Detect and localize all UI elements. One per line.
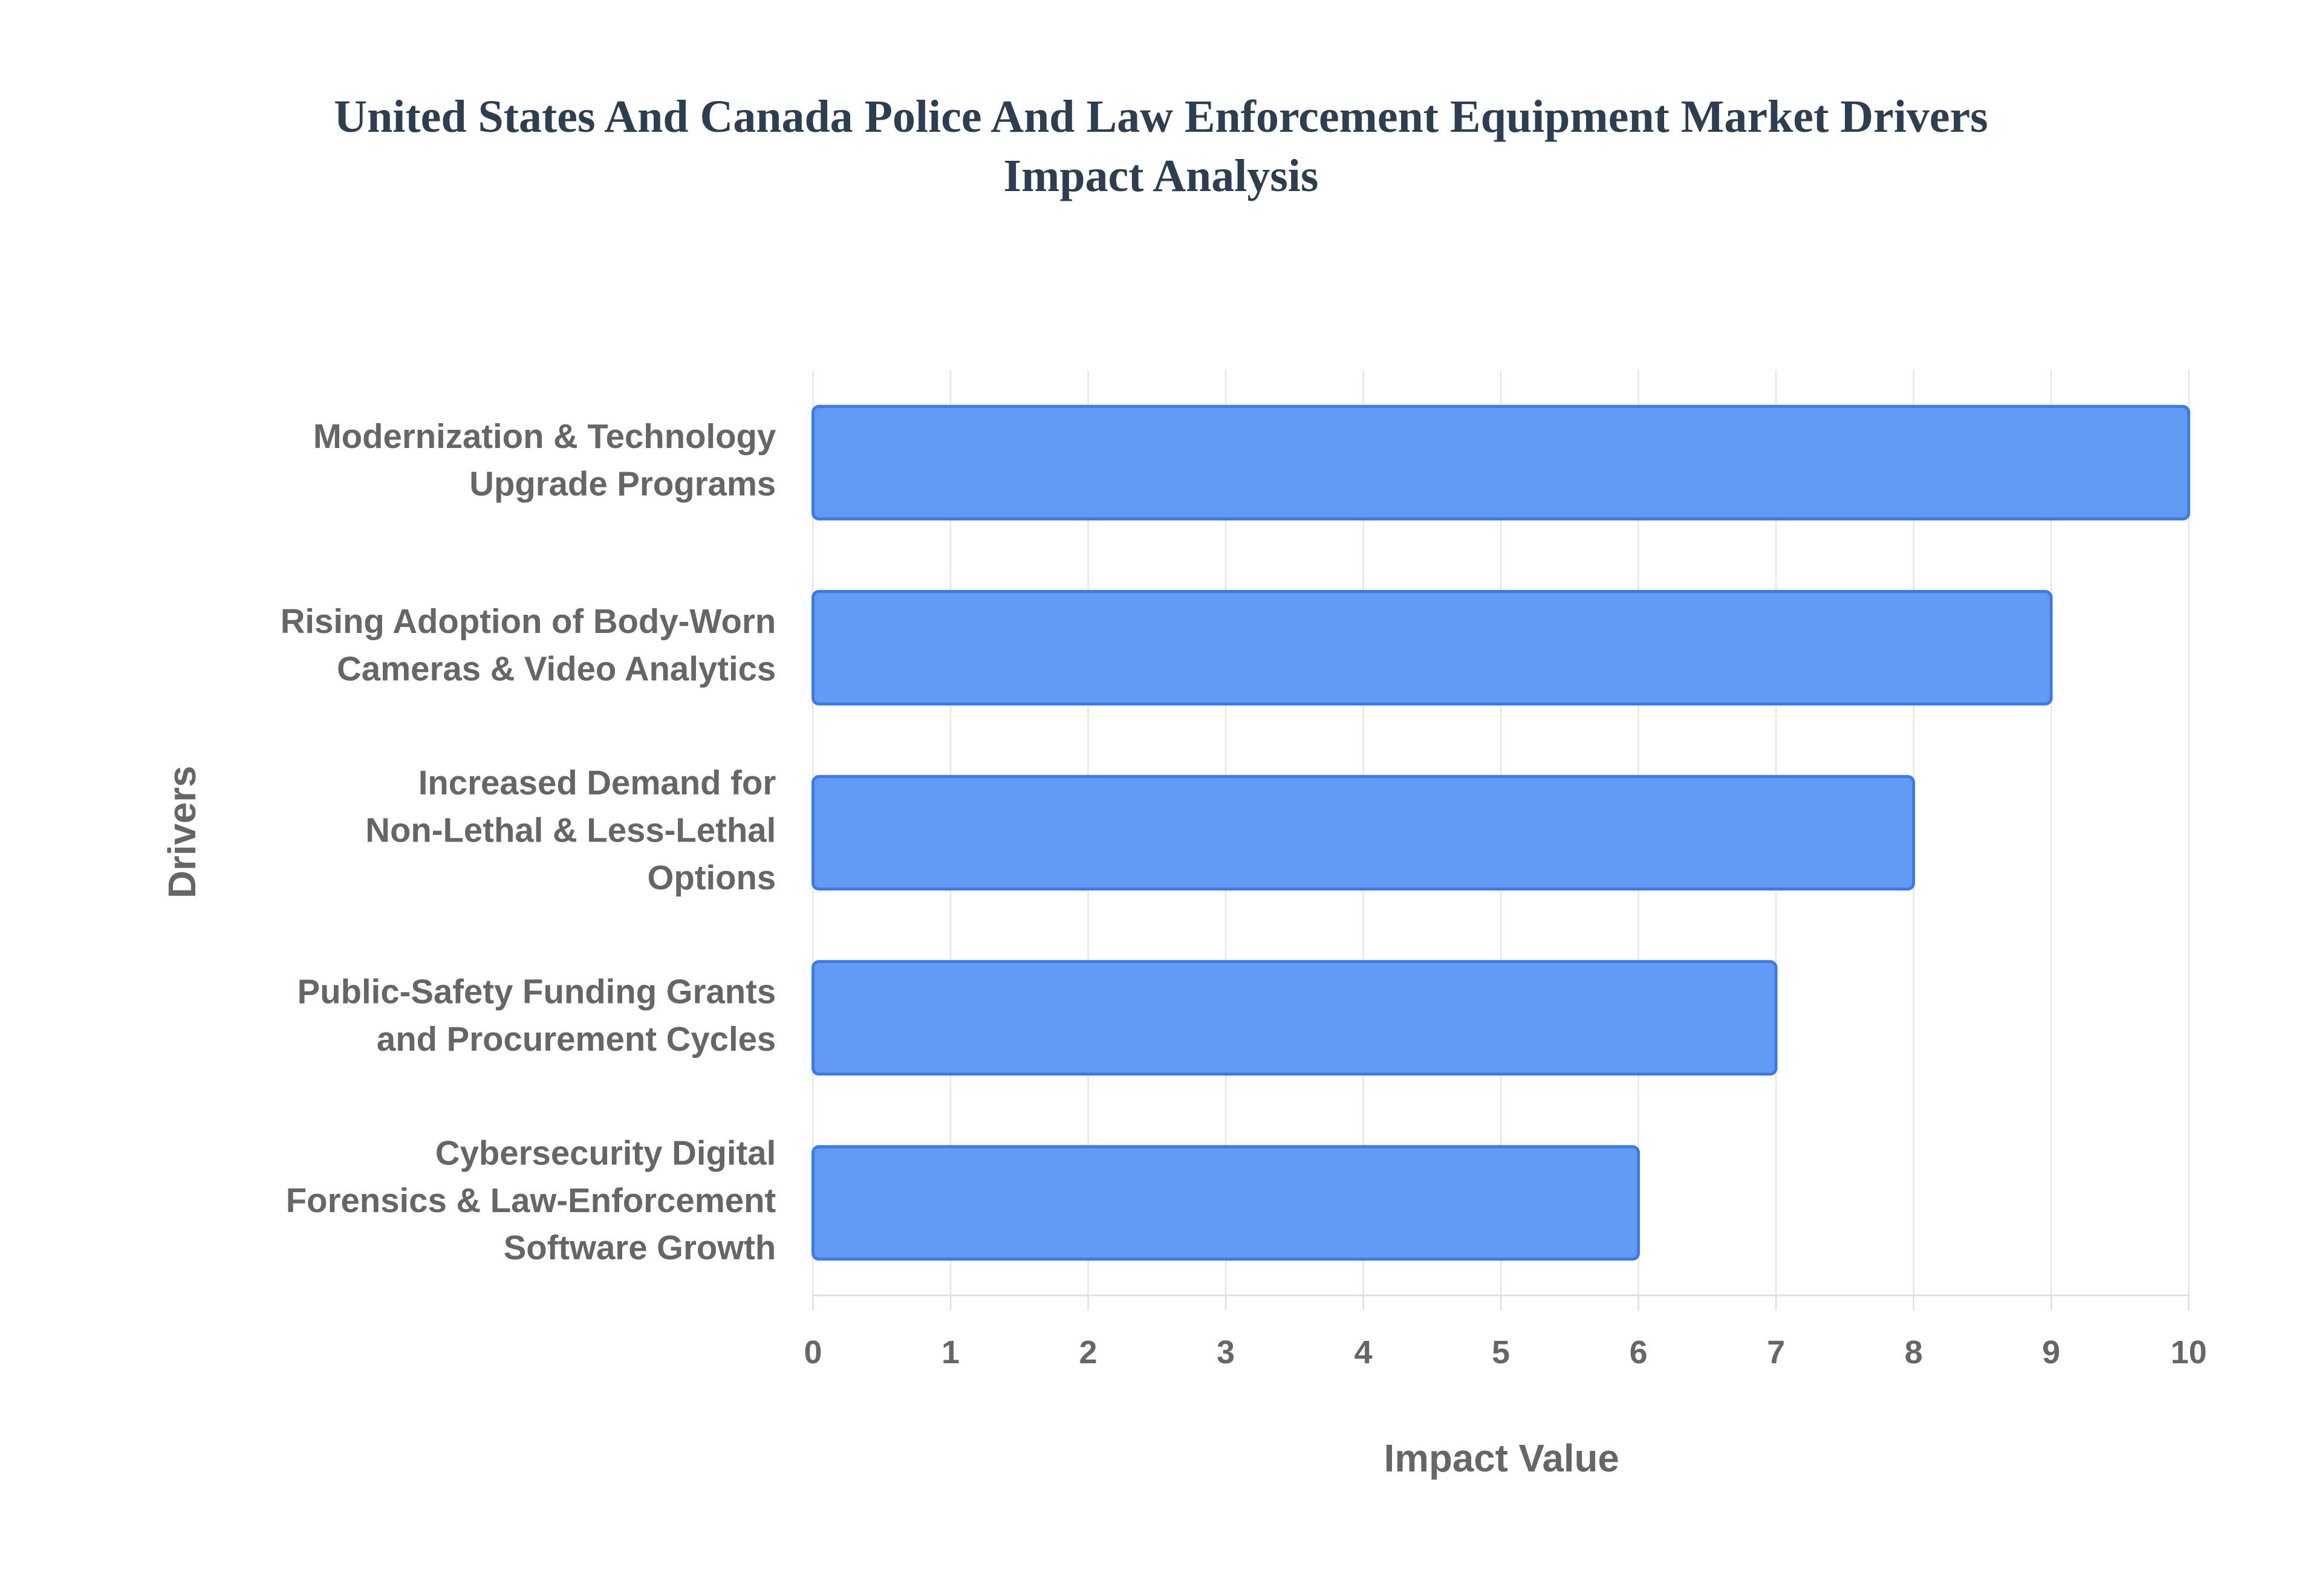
bar — [811, 1145, 1641, 1261]
y-tick-label: Public-Safety Funding Grants and Procurem… — [298, 972, 776, 1057]
y-tick-label: Increased Demand for Non-Lethal & Less-Le… — [365, 764, 776, 897]
x-tick-label: 6 — [1630, 1334, 1648, 1371]
x-tick-label: 0 — [804, 1334, 822, 1371]
x-axis-title: Impact Value — [1384, 1437, 1619, 1480]
x-tick-label: 5 — [1492, 1334, 1510, 1371]
x-tick-label: 7 — [1767, 1334, 1785, 1371]
y-tick-label: Cybersecurity Digital Forensics & Law-Enf… — [286, 1134, 776, 1267]
chart-title: United States And Canada Police And Law … — [334, 91, 1988, 201]
x-tick-label: 2 — [1079, 1334, 1098, 1371]
y-tick-label: Modernization & Technology Upgrade Progra… — [313, 417, 776, 502]
bar — [811, 404, 2191, 521]
bar — [811, 589, 2053, 706]
x-tick-label: 4 — [1354, 1334, 1373, 1371]
x-tick-label: 8 — [1905, 1334, 1923, 1371]
x-tick-label: 3 — [1217, 1334, 1235, 1371]
x-tick-label: 9 — [2042, 1334, 2060, 1371]
bar — [811, 960, 1778, 1076]
y-axis-title: Drivers — [161, 766, 204, 898]
x-tick-label: 1 — [941, 1334, 960, 1371]
x-tick-label: 10 — [2171, 1334, 2207, 1371]
bar — [811, 775, 1916, 891]
y-tick-label: Rising Adoption of Body-Worn Cameras & Vi… — [281, 602, 776, 687]
